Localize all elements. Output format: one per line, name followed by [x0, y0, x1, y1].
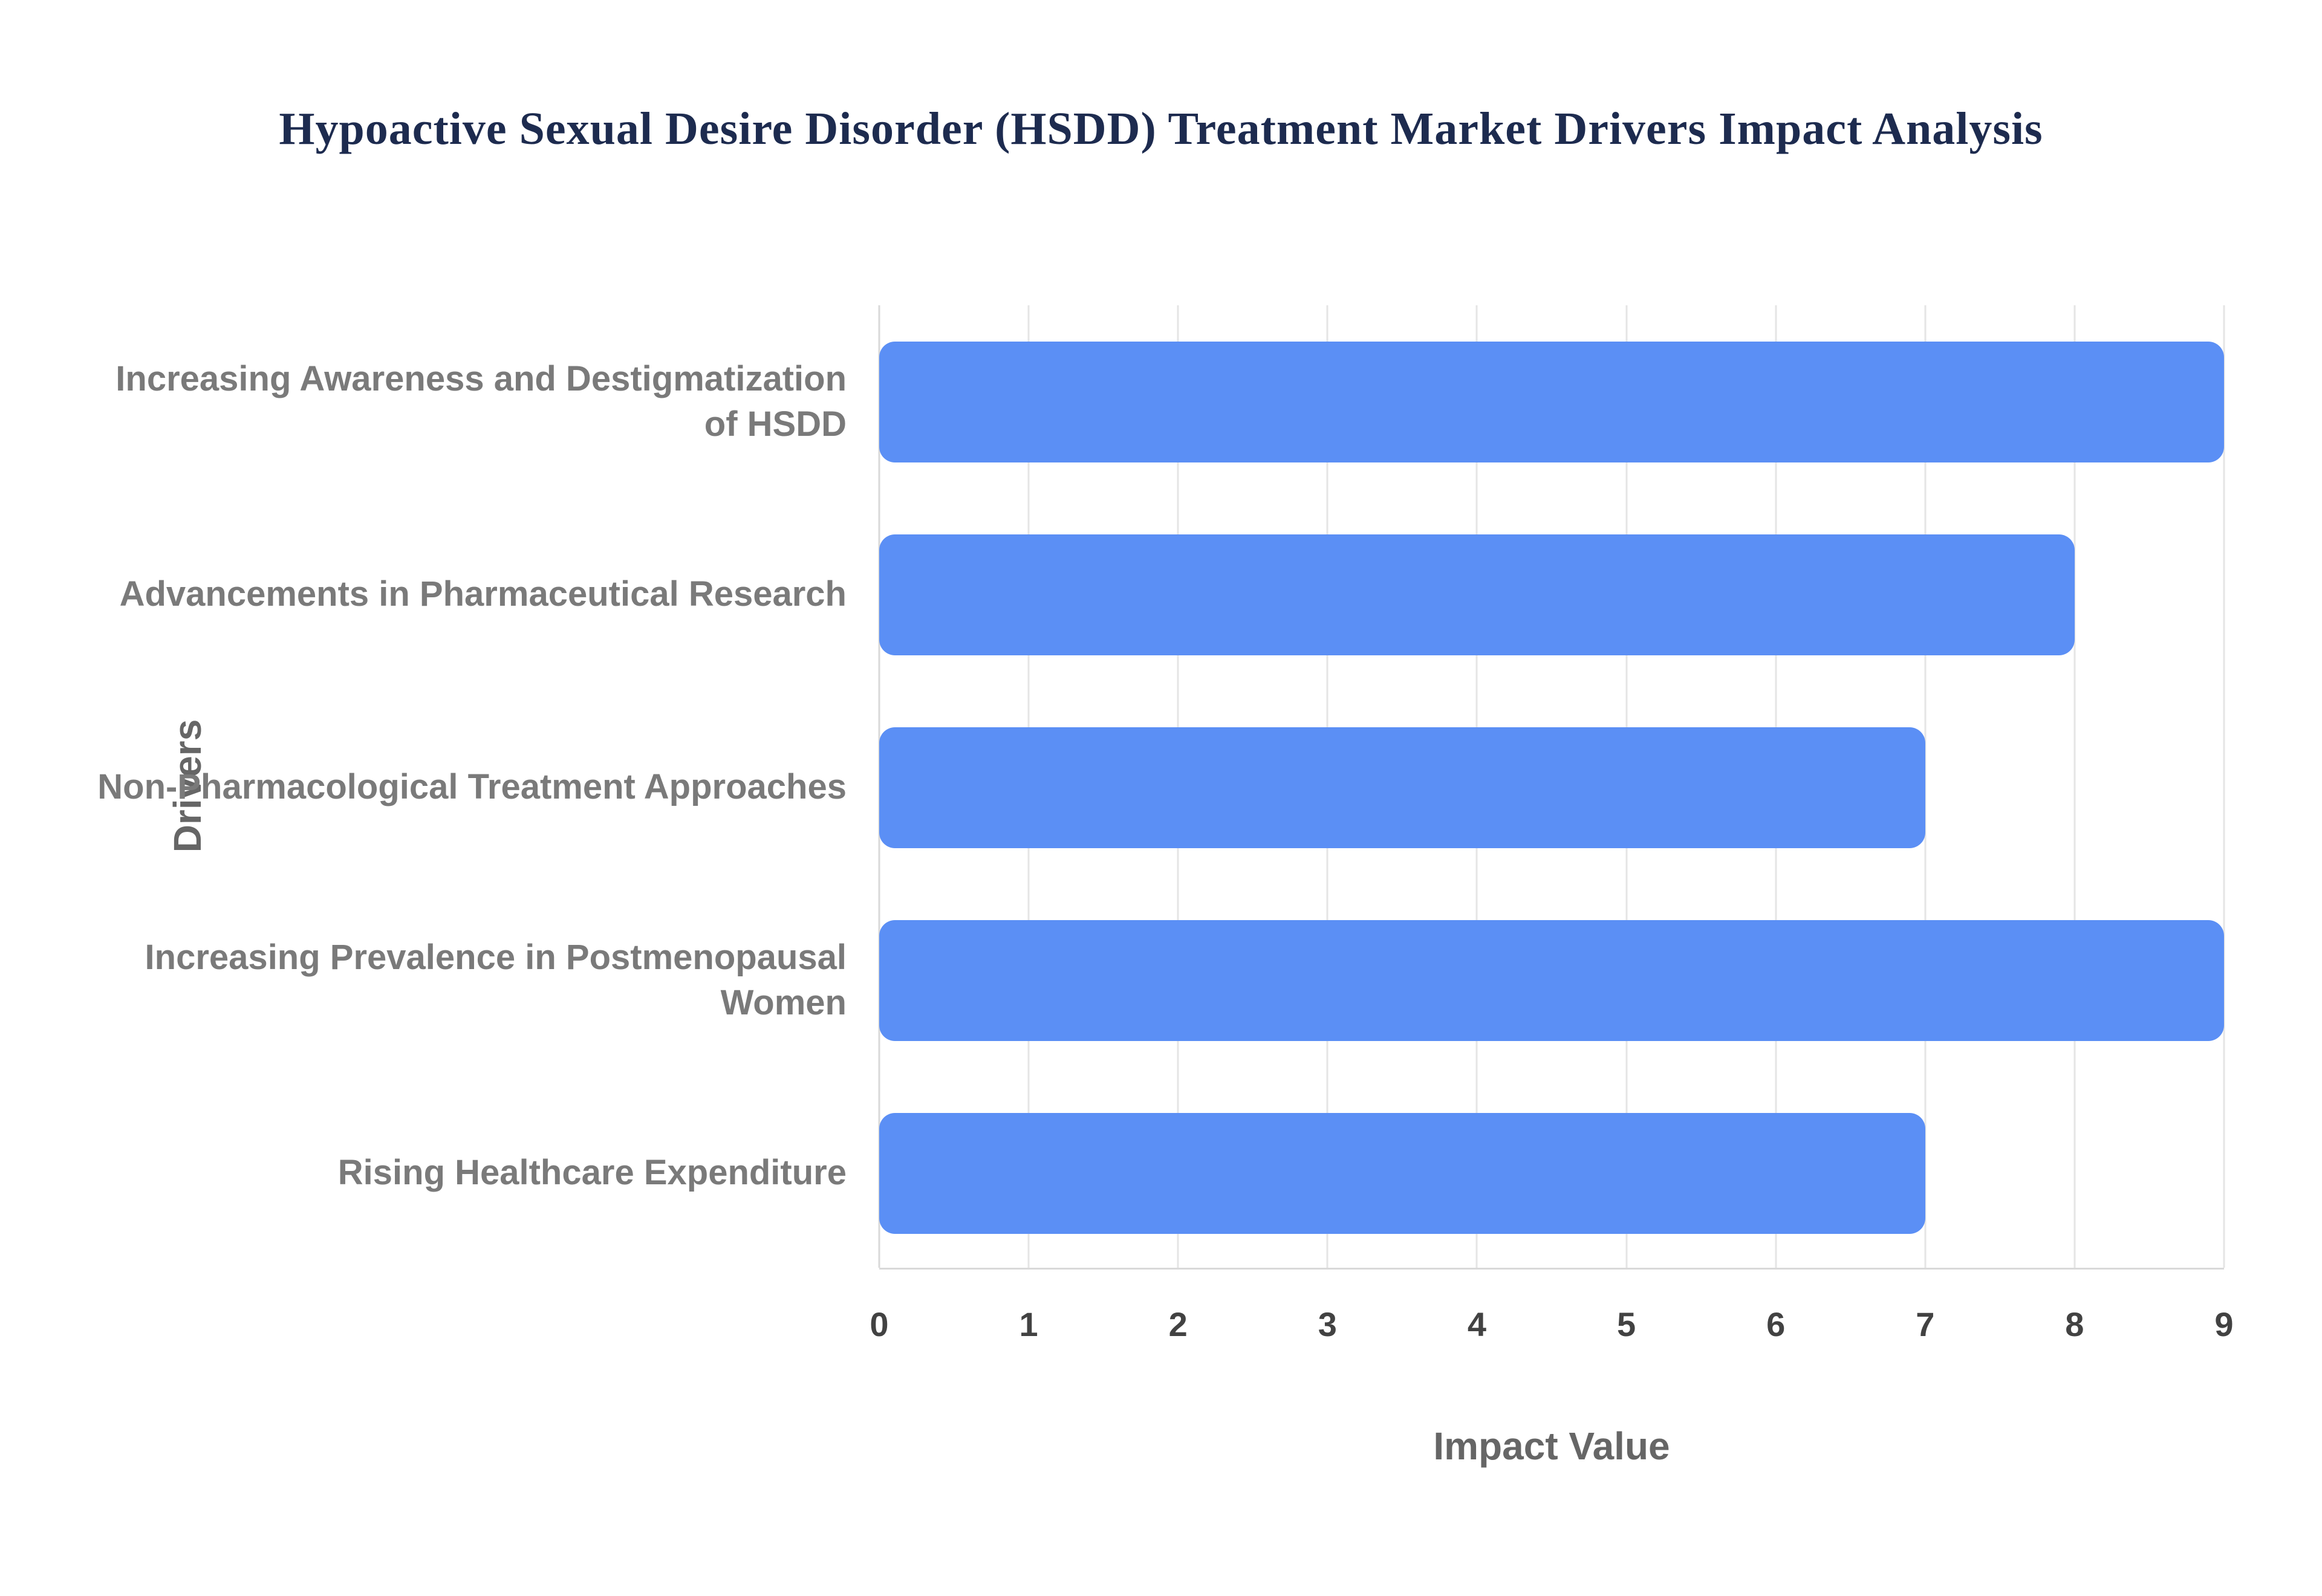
x-tick-label: 5 — [1616, 1305, 1636, 1343]
x-tick-label: 7 — [1916, 1305, 1935, 1343]
x-tick-label: 9 — [2214, 1305, 2234, 1343]
x-tick-label: 1 — [1019, 1305, 1038, 1343]
category-label: Rising Healthcare Expenditure — [337, 1153, 847, 1193]
gridline — [2073, 305, 2076, 1268]
bar-row — [879, 498, 2224, 691]
category-label: Increasing Prevalence in Postmenopausal … — [145, 938, 847, 1022]
bar — [879, 727, 1925, 848]
x-tick-label: 4 — [1467, 1305, 1487, 1343]
x-tick-label: 8 — [2065, 1305, 2084, 1343]
x-tick-label: 2 — [1168, 1305, 1188, 1343]
chart-title: Hypoactive Sexual Desire Disorder (HSDD)… — [279, 103, 2043, 154]
bar-row — [879, 691, 2224, 884]
bar — [879, 920, 2224, 1041]
plot-area — [878, 305, 2225, 1270]
gridline — [1924, 305, 1927, 1268]
category-label: Non-Pharmacological Treatment Approaches — [97, 767, 847, 807]
bar — [879, 1112, 1925, 1234]
category-label: Advancements in Pharmaceutical Research — [119, 574, 847, 614]
category-label: Increasing Awareness and Destigmatizatio… — [115, 359, 847, 444]
bar — [879, 534, 2075, 655]
gridline — [2223, 305, 2225, 1268]
x-tick-label: 6 — [1766, 1305, 1786, 1343]
x-tick-label: 3 — [1318, 1305, 1337, 1343]
x-axis-title: Impact Value — [1433, 1424, 1670, 1468]
bar-row — [879, 884, 2224, 1077]
x-tick-label: 0 — [870, 1305, 889, 1343]
bar — [879, 341, 2224, 462]
bar-row — [879, 305, 2224, 498]
bar-row — [879, 1077, 2224, 1270]
